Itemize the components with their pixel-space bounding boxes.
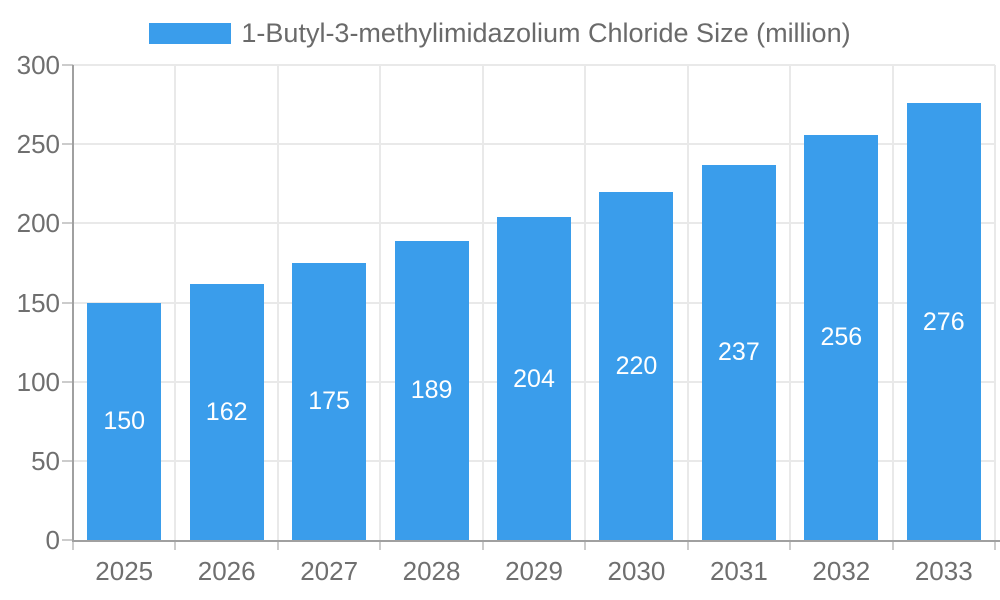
x-tick-label: 2031	[709, 556, 768, 586]
x-tick	[891, 542, 894, 550]
bar-2029[interactable]	[497, 217, 571, 540]
bar-value-label: 162	[205, 397, 248, 426]
bar-value-label: 256	[820, 323, 863, 352]
legend-swatch	[149, 22, 232, 44]
bar-2026[interactable]	[189, 283, 264, 540]
y-tick	[62, 380, 73, 383]
x-tick	[72, 542, 74, 550]
y-tick	[62, 459, 73, 462]
bar-2033[interactable]	[906, 103, 981, 540]
y-tick-label: 150	[16, 287, 60, 318]
x-axis-line	[72, 540, 1000, 542]
bar-value-label: 204	[513, 364, 555, 393]
h-gridline	[73, 64, 995, 66]
bar-2027[interactable]	[292, 262, 367, 540]
y-axis-line	[72, 65, 74, 542]
bar-value-label: 276	[922, 307, 965, 336]
y-tick-label: 250	[16, 129, 60, 160]
v-gridline	[994, 65, 996, 540]
y-tick-label: 100	[16, 366, 60, 397]
y-tick	[62, 539, 73, 541]
x-tick	[994, 542, 996, 550]
y-tick	[62, 143, 73, 146]
x-tick-label: 2030	[607, 556, 666, 586]
bar-2031[interactable]	[701, 164, 776, 540]
x-tick-label: 2029	[505, 556, 563, 586]
x-tick	[789, 542, 792, 550]
x-tick	[379, 542, 382, 550]
bar-2030[interactable]	[599, 191, 674, 540]
y-tick-label: 0	[45, 525, 60, 555]
h-gridline	[73, 143, 995, 146]
bar-value-label: 237	[718, 338, 760, 367]
x-tick-label: 2026	[197, 556, 256, 586]
bar-2032[interactable]	[804, 134, 879, 540]
x-tick-label: 2028	[402, 556, 461, 586]
y-tick	[62, 64, 73, 66]
x-tick-label: 2033	[914, 556, 973, 586]
bar-value-label: 150	[103, 407, 146, 436]
legend[interactable]: 1-Butyl-3-methylimidazolium Chloride Siz…	[0, 18, 1000, 48]
bar-value-label: 220	[615, 351, 658, 380]
y-tick-label: 300	[16, 50, 60, 80]
x-tick-label: 2032	[812, 556, 871, 586]
bar-value-label: 189	[410, 376, 453, 405]
y-tick-label: 200	[16, 208, 60, 239]
y-tick	[62, 222, 73, 225]
bar-value-label: 175	[308, 387, 350, 416]
x-tick	[686, 542, 689, 550]
y-tick-label: 50	[31, 445, 60, 476]
bar-2028[interactable]	[394, 240, 469, 540]
x-tick	[174, 542, 177, 550]
y-tick	[62, 301, 73, 304]
x-tick	[276, 542, 279, 550]
x-tick-label: 2025	[95, 556, 154, 586]
bar-2025[interactable]	[87, 302, 162, 540]
x-tick	[584, 542, 587, 550]
x-tick-label: 2027	[300, 556, 359, 586]
x-tick	[481, 542, 484, 550]
legend-label: 1-Butyl-3-methylimidazolium Chloride Siz…	[241, 18, 851, 48]
